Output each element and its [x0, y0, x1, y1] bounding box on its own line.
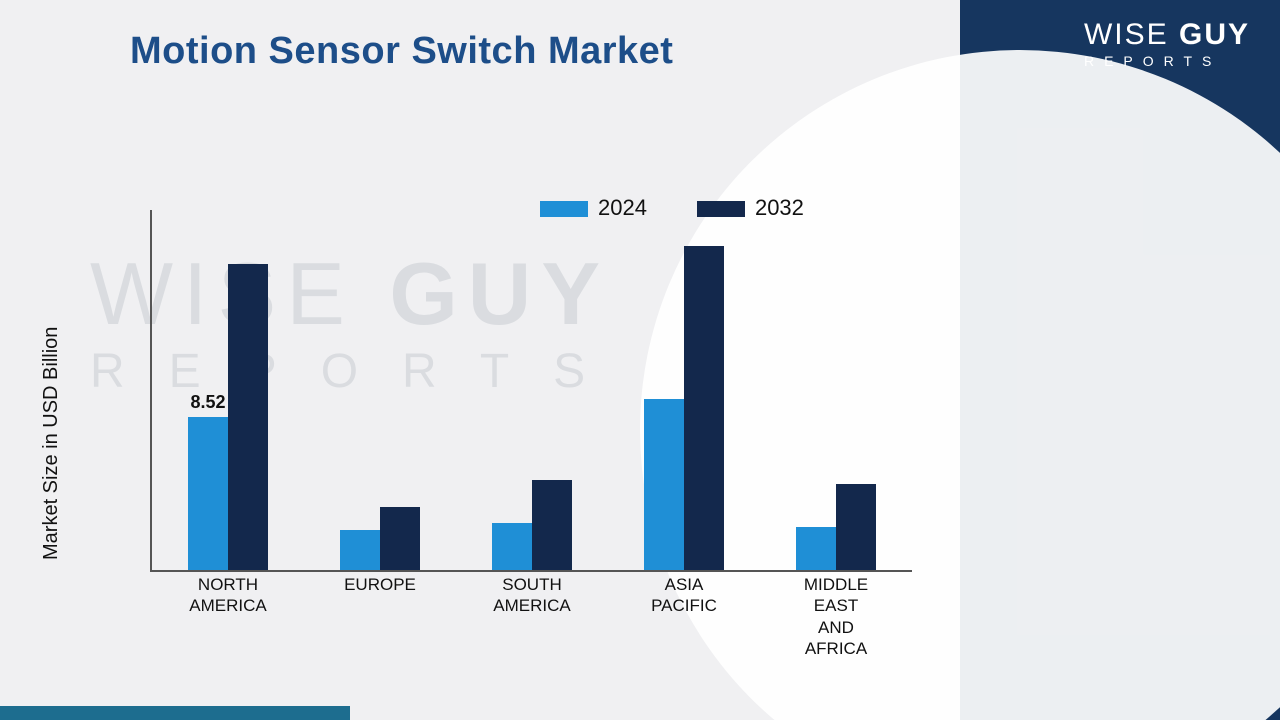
logo-subline: REPORTS [1084, 54, 1250, 68]
bar-group [304, 507, 456, 570]
logo-word-1: WISE [1084, 18, 1169, 51]
bottom-accent [0, 706, 350, 720]
bar-group [456, 480, 608, 570]
value-label: 8.52 [190, 392, 225, 413]
category-label: ASIAPACIFIC [608, 574, 760, 617]
bar [340, 530, 380, 570]
category-label: SOUTHAMERICA [456, 574, 608, 617]
bar [492, 523, 532, 570]
category-label: NORTHAMERICA [152, 574, 304, 617]
bar-chart: NORTHAMERICAEUROPESOUTHAMERICAASIAPACIFI… [90, 210, 910, 570]
logo-word-2: GUY [1179, 18, 1250, 51]
bar [796, 527, 836, 570]
bar [188, 417, 228, 570]
bar [836, 484, 876, 570]
category-label: MIDDLEEASTANDAFRICA [760, 574, 912, 659]
bar-group [608, 246, 760, 570]
bar-group [760, 484, 912, 570]
y-axis-label: Market Size in USD Billion [40, 327, 63, 560]
bar [532, 480, 572, 570]
bar [380, 507, 420, 570]
bar [684, 246, 724, 570]
chart-title: Motion Sensor Switch Market [130, 30, 673, 73]
category-label: EUROPE [304, 574, 456, 595]
bar [228, 264, 268, 570]
stage: Motion Sensor Switch Market WISE GUY REP… [0, 0, 1280, 720]
bar-group [152, 264, 304, 570]
plot-area: NORTHAMERICAEUROPESOUTHAMERICAASIAPACIFI… [150, 210, 912, 572]
bar [644, 399, 684, 570]
brand-logo: WISE GUY REPORTS [1084, 20, 1250, 68]
